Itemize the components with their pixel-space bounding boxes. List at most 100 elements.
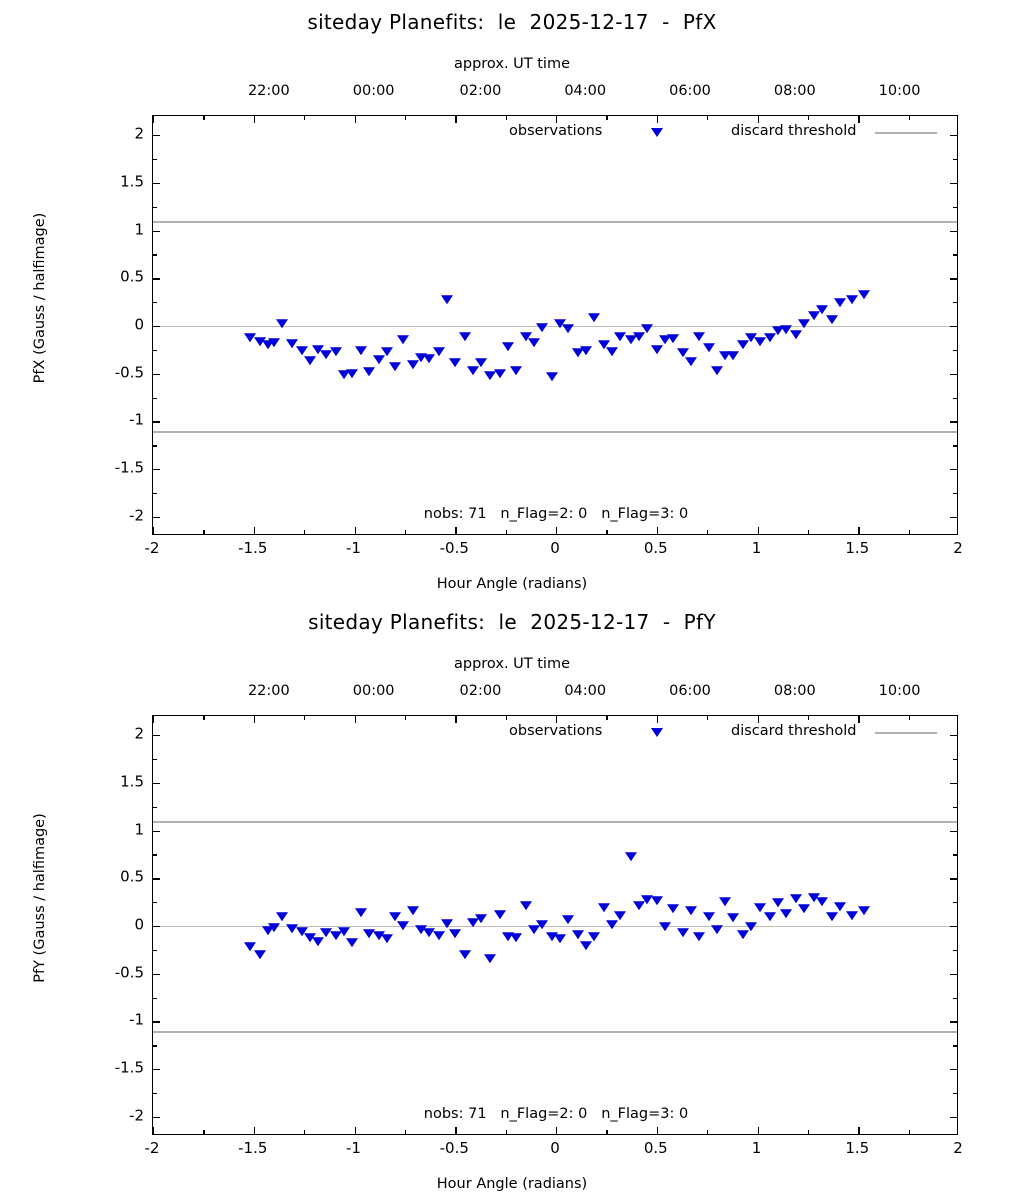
y-axis-tick (950, 926, 957, 928)
data-point-marker (703, 343, 716, 353)
data-point-marker (815, 305, 828, 315)
data-point-marker (330, 347, 343, 357)
data-point-marker (779, 908, 792, 918)
y-axis-tick (953, 158, 957, 161)
data-point-marker (588, 932, 601, 942)
data-point-marker (519, 901, 532, 911)
y-axis-tick (153, 326, 160, 328)
y-axis-tick (953, 902, 957, 904)
y-axis-tick (153, 206, 157, 208)
data-point-marker (296, 927, 309, 937)
y-axis-tick (950, 469, 957, 471)
x-axis-tick (807, 116, 810, 120)
data-point-marker (354, 346, 367, 356)
x-tick-label: 2 (953, 1139, 963, 1157)
data-point-marker (572, 929, 585, 939)
legend-observations-label-2: observations (509, 723, 603, 739)
data-point-marker (745, 922, 758, 932)
y-axis-tick (153, 254, 157, 256)
y-axis-tick (953, 806, 957, 808)
y-axis-tick (950, 373, 957, 376)
data-point-marker (711, 925, 724, 935)
ut-time-tick-label: 00:00 (352, 83, 395, 99)
y-axis-title: PfX (Gauss / halfimage) (32, 212, 48, 384)
x-tick-label: -1 (346, 539, 361, 557)
data-point-marker (826, 315, 839, 325)
data-point-marker (338, 927, 351, 937)
data-point-marker (320, 927, 333, 937)
data-point-marker (807, 893, 820, 903)
y-axis-tick (153, 973, 160, 976)
data-point-marker (753, 903, 766, 913)
data-point-marker (414, 352, 427, 362)
y-axis-tick (950, 421, 957, 423)
data-point-marker (459, 949, 472, 959)
y-tick-label: -1.5 (114, 458, 144, 477)
x-tick-label: 1 (751, 539, 762, 557)
y-axis-tick (153, 135, 160, 137)
y-axis-title-2: PfY (Gauss / halfimage) (32, 813, 48, 983)
y-axis-tick (950, 735, 957, 737)
x-axis-tick (556, 527, 558, 534)
ut-time-tick-label: 22:00 (247, 683, 290, 699)
y-tick-label: -1.5 (114, 1058, 144, 1077)
y-axis-tick (153, 1021, 160, 1023)
data-point-marker (685, 906, 697, 916)
y-tick-label: 1 (134, 820, 144, 839)
ut-time-tick-label: 22:00 (247, 83, 290, 99)
data-point-marker (372, 930, 385, 940)
data-point-marker (737, 340, 750, 350)
x-axis-tick (707, 530, 709, 534)
legend-observations-marker-icon-2 (651, 728, 663, 737)
data-point-marker (346, 369, 359, 379)
data-point-marker (493, 369, 506, 379)
data-point-marker (261, 926, 274, 936)
legend-observations-label: observations (509, 123, 603, 139)
data-point-marker (475, 914, 488, 924)
zero-reference-line (153, 926, 957, 928)
x-axis-tick (858, 527, 860, 534)
x-axis-tick (505, 116, 507, 120)
data-point-marker (797, 904, 810, 914)
x-tick-label: -1.5 (238, 539, 268, 557)
x-tick-label: -0.5 (439, 539, 469, 557)
data-point-marker (554, 319, 567, 329)
y-tick-label: -1 (129, 1010, 144, 1029)
x-axis-tick (807, 530, 810, 534)
data-point-marker (693, 332, 706, 342)
data-point-marker (449, 928, 462, 938)
y-axis-tick (953, 349, 957, 352)
y-tick-label: 0 (134, 315, 144, 334)
legend-threshold-label: discard threshold (731, 123, 857, 139)
data-point-marker (243, 333, 256, 343)
data-point-marker (527, 338, 540, 348)
page-title-2: siteday Planefits: le 2025-12-17 - PfY (308, 610, 716, 634)
data-point-marker (545, 931, 558, 941)
data-point-marker (562, 324, 575, 334)
x-tick-label: 2 (953, 539, 963, 557)
y-tick-label: 0.5 (120, 267, 144, 286)
y-axis-tick (950, 182, 957, 185)
data-point-marker (676, 348, 689, 358)
page-title: siteday Planefits: le 2025-12-17 - PfX (307, 10, 717, 34)
y-axis-tick (153, 397, 157, 399)
top-axis-title-2: approx. UT time (454, 656, 570, 672)
data-point-marker (624, 852, 637, 862)
data-point-marker (423, 354, 436, 364)
y-axis-tick (950, 135, 957, 137)
y-axis-tick (953, 1045, 957, 1047)
y-axis-tick (953, 397, 957, 399)
data-point-marker (676, 927, 689, 937)
y-tick-label: 0 (134, 915, 144, 934)
y-axis-tick (953, 854, 957, 856)
x-axis-tick (455, 1127, 457, 1134)
x-axis-tick (153, 1127, 155, 1134)
data-point-marker (406, 360, 419, 370)
data-point-marker (779, 325, 792, 335)
data-point-marker (362, 928, 375, 938)
x-axis-tick (153, 116, 155, 123)
discard-threshold-line (153, 431, 957, 433)
ut-time-tick-label: 04:00 (564, 83, 607, 99)
x-axis-tick (404, 1130, 407, 1134)
data-point-marker (372, 355, 385, 365)
